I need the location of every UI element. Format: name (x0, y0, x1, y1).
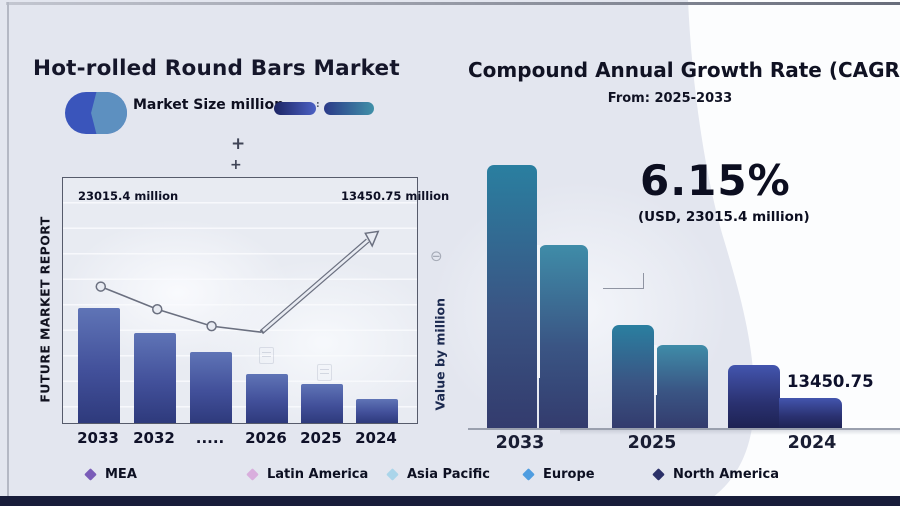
bar-gap-2033 (536, 245, 540, 378)
bottom-accent-strip (0, 496, 900, 506)
legend-diamond-icon (652, 467, 665, 481)
bar-2032 (134, 333, 176, 423)
x-label-2025: 2025 (627, 433, 677, 453)
bar-2024 (356, 399, 398, 423)
watermark-side-label: FUTURE MARKET REPORT (37, 216, 53, 403)
legend-label: Europe (543, 466, 595, 482)
market-size-chart (62, 177, 418, 424)
frame-left-border (7, 2, 9, 498)
annotation-top-left: 23015.4 million (78, 189, 179, 203)
legend-diamond-icon (84, 467, 97, 481)
bar-gap-2025 (653, 345, 657, 395)
legend-item-europe: Europe (522, 466, 595, 482)
legend-label: North America (673, 466, 779, 482)
x-axis-line (468, 428, 900, 430)
x-label-2032: 2032 (133, 429, 175, 447)
plus-icon: + (231, 134, 246, 154)
legend-diamond-icon (246, 467, 259, 481)
legend-label: MEA (105, 466, 137, 482)
minus-circle-icon: ⊖ (430, 247, 443, 265)
trend-arrow-line (95, 230, 380, 335)
watermark-icon (317, 364, 332, 381)
x-label-2024: 2024 (787, 433, 837, 453)
bar-..... (190, 352, 232, 423)
legend-item-mea: MEA (84, 466, 137, 482)
legend-diamond-icon (522, 467, 535, 481)
frame-top-border (6, 2, 900, 5)
cagr-value-note: (USD, 23015.4 million) (638, 209, 810, 225)
x-axis-shadow (560, 430, 900, 435)
legend-item-latin-america: Latin America (246, 466, 369, 482)
series-label: Market Size million (133, 97, 285, 113)
cylinder-icon (65, 92, 127, 134)
legend-item-asia-pacific: Asia Pacific (386, 466, 491, 482)
legend-label: Asia Pacific (407, 466, 491, 482)
bar-2033-bar-back (539, 245, 588, 429)
cylinder-icon-highlight (91, 92, 127, 134)
x-axis-labels: 2033 2032..... 2026 2025 2024 (62, 429, 418, 449)
annotation-top-right: 13450.75 million (341, 189, 450, 203)
pill-separator: : (316, 100, 320, 110)
x-label-2033: 2033 (77, 429, 119, 447)
plus-icon: + (230, 157, 242, 173)
x-label-2033: 2033 (495, 433, 545, 453)
bar-2024-bar-front (728, 365, 780, 429)
cagr-value: 6.15% (640, 156, 791, 205)
bar-2025 (301, 384, 343, 423)
legend-diamond-icon (386, 467, 399, 481)
x-label-2026: 2026 (245, 429, 287, 447)
x-label-2025: 2025 (300, 429, 342, 447)
bar-2026 (246, 374, 288, 423)
cagr-subtitle: From: 2025-2033 (607, 91, 733, 106)
pill-right-icon (324, 102, 374, 115)
pill-left-icon (274, 102, 316, 115)
legend-label: Latin America (267, 466, 369, 482)
cagr-title: Compound Annual Growth Rate (CAGR) (468, 58, 900, 82)
bar-2033 (78, 308, 120, 423)
x-label-2024: 2024 (355, 429, 397, 447)
bar-2025-bar-back (656, 345, 708, 429)
step-bracket-decoration (603, 273, 644, 289)
x-label-.....: ..... (195, 429, 225, 447)
page-title: Hot-rolled Round Bars Market (33, 56, 400, 81)
bar-2024-bar-back (779, 398, 842, 429)
legend-item-north-america: North America (652, 466, 779, 482)
watermark-icon (259, 347, 274, 364)
y-axis-label: Value by million (432, 297, 448, 411)
bar-2033-bar-front (487, 165, 537, 429)
data-label-2024: 13450.75 (787, 372, 874, 391)
bar-2025-bar-front (612, 325, 654, 429)
